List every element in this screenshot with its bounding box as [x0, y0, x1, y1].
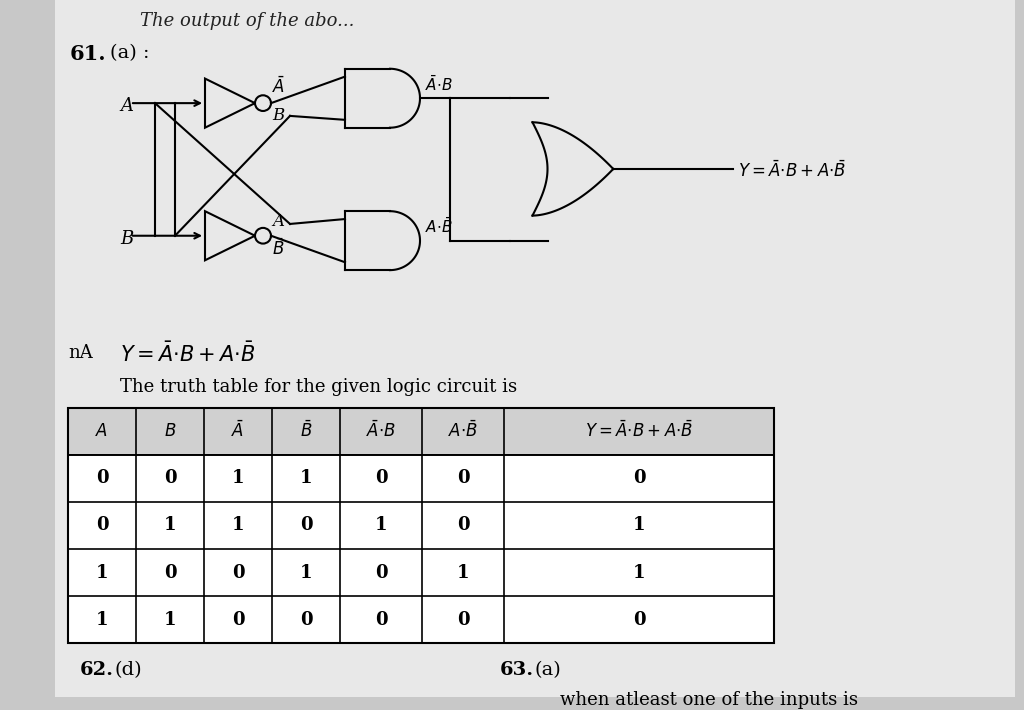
Text: 1: 1 — [231, 516, 245, 535]
Text: $\bar{A}$: $\bar{A}$ — [231, 421, 245, 442]
Text: 0: 0 — [300, 516, 312, 535]
Text: 62.: 62. — [80, 661, 114, 679]
Text: $A$: $A$ — [95, 422, 109, 439]
Text: 1: 1 — [457, 564, 469, 581]
Text: 0: 0 — [457, 611, 469, 629]
Text: 1: 1 — [375, 516, 387, 535]
Text: when atleast one of the inputs is: when atleast one of the inputs is — [560, 691, 858, 709]
Text: B: B — [120, 229, 133, 248]
Bar — [68, 408, 774, 643]
Text: $\bar{A}{\cdot}B$: $\bar{A}{\cdot}B$ — [366, 421, 396, 442]
Text: $Y = \bar{A}{\cdot}B + A{\cdot}\bar{B}$: $Y = \bar{A}{\cdot}B + A{\cdot}\bar{B}$ — [120, 342, 255, 366]
Text: The truth table for the given logic circuit is: The truth table for the given logic circ… — [120, 378, 517, 396]
Text: B: B — [272, 107, 285, 124]
Text: $\bar{B}$: $\bar{B}$ — [272, 239, 285, 258]
Text: 0: 0 — [164, 469, 176, 487]
Text: 1: 1 — [96, 564, 109, 581]
Text: 1: 1 — [164, 516, 176, 535]
Text: 1: 1 — [633, 564, 645, 581]
Text: 0: 0 — [375, 611, 387, 629]
Text: 63.: 63. — [500, 661, 535, 679]
Text: $\bar{B}$: $\bar{B}$ — [300, 421, 312, 442]
Text: 1: 1 — [633, 516, 645, 535]
Text: 0: 0 — [375, 469, 387, 487]
Text: 1: 1 — [300, 469, 312, 487]
Text: 1: 1 — [231, 469, 245, 487]
Bar — [68, 455, 774, 643]
Text: 0: 0 — [95, 516, 109, 535]
Text: (a) :: (a) : — [110, 44, 150, 62]
Text: $\bar{A}{\cdot}B$: $\bar{A}{\cdot}B$ — [425, 75, 453, 94]
Text: $A{\cdot}\bar{B}$: $A{\cdot}\bar{B}$ — [425, 217, 453, 236]
Text: 1: 1 — [300, 564, 312, 581]
Text: A: A — [120, 97, 133, 115]
Text: The output of the abo...: The output of the abo... — [140, 12, 354, 30]
Text: 0: 0 — [633, 469, 645, 487]
Text: (a): (a) — [535, 661, 562, 679]
Text: $Y = \bar{A}{\cdot}B + A{\cdot}\bar{B}$: $Y = \bar{A}{\cdot}B + A{\cdot}\bar{B}$ — [738, 160, 846, 181]
Text: 61.: 61. — [70, 44, 106, 64]
Text: 0: 0 — [231, 564, 245, 581]
Text: 0: 0 — [457, 469, 469, 487]
Text: 0: 0 — [375, 564, 387, 581]
Text: 0: 0 — [300, 611, 312, 629]
Text: $\bar{A}$: $\bar{A}$ — [272, 76, 285, 97]
Text: 0: 0 — [457, 516, 469, 535]
Text: A: A — [272, 212, 284, 229]
Text: 0: 0 — [164, 564, 176, 581]
Text: 1: 1 — [164, 611, 176, 629]
Text: $A{\cdot}\bar{B}$: $A{\cdot}\bar{B}$ — [449, 421, 478, 442]
Text: 1: 1 — [96, 611, 109, 629]
Text: 0: 0 — [95, 469, 109, 487]
Text: 0: 0 — [231, 611, 245, 629]
Text: $B$: $B$ — [164, 422, 176, 439]
Text: nA: nA — [68, 344, 93, 362]
Text: 0: 0 — [633, 611, 645, 629]
Bar — [68, 408, 774, 455]
Text: $Y = \bar{A}{\cdot}B + A{\cdot}\bar{B}$: $Y = \bar{A}{\cdot}B + A{\cdot}\bar{B}$ — [585, 421, 693, 442]
Text: (d): (d) — [115, 661, 142, 679]
